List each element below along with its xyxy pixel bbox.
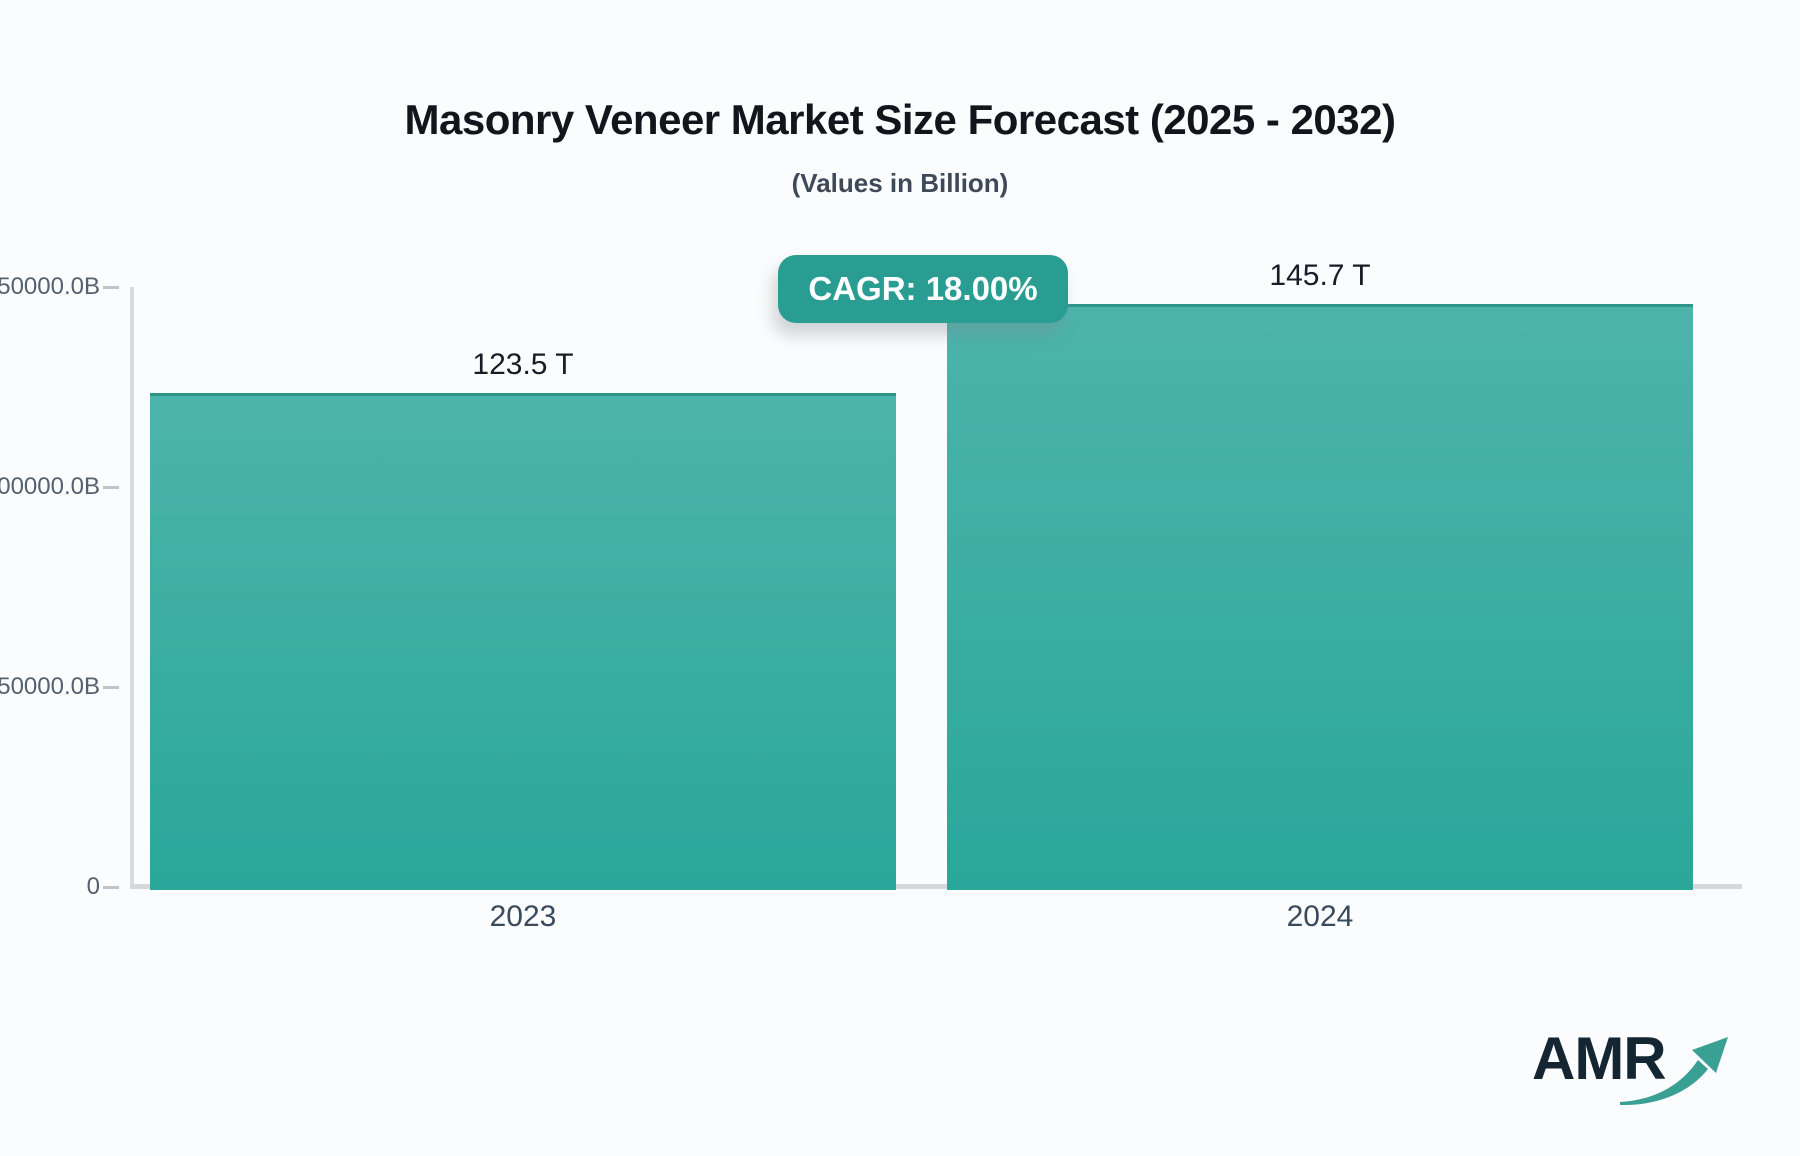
y-axis-tick-mark bbox=[103, 286, 119, 289]
chart-subtitle: (Values in Billion) bbox=[791, 168, 1009, 198]
chart-title: Masonry Veneer Market Size Forecast (202… bbox=[404, 96, 1396, 143]
y-axis-tick-label: 50000.0B bbox=[0, 673, 100, 700]
bar-2023 bbox=[150, 393, 896, 890]
cagr-badge: CAGR: 18.00% bbox=[778, 255, 1068, 323]
y-axis-tick-label: 100000.0B bbox=[0, 473, 100, 500]
x-axis-category-label: 2023 bbox=[489, 900, 557, 933]
x-axis-line bbox=[130, 884, 1742, 889]
x-axis-category-label: 2024 bbox=[1286, 900, 1354, 933]
amr-logo-text: AMR bbox=[1532, 1025, 1667, 1092]
y-axis-line bbox=[130, 287, 134, 888]
y-axis-tick-label: 0 bbox=[86, 873, 100, 900]
y-axis-tick-mark bbox=[103, 486, 119, 489]
y-axis-tick-label: 150000.0B bbox=[0, 273, 100, 300]
growth-arrow-icon bbox=[1620, 1037, 1728, 1106]
bar-value-label: 145.7 T bbox=[1269, 259, 1371, 293]
amr-logo: AMR bbox=[1532, 1028, 1772, 1128]
bar-value-label: 123.5 T bbox=[472, 348, 574, 381]
bar-2024 bbox=[947, 304, 1693, 890]
y-axis-tick-mark bbox=[103, 686, 119, 689]
y-axis-tick-mark bbox=[103, 886, 119, 889]
